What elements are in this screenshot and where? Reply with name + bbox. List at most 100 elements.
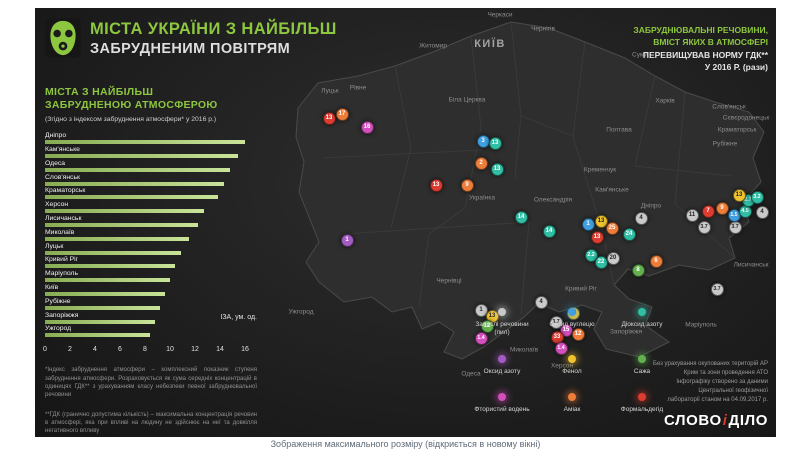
page-title: МІСТА УКРАЇНИ З НАЙБІЛЬШ ЗАБРУДНЕНИМ ПОВ…	[90, 18, 337, 57]
legend-label: Діоксид азоту	[621, 321, 663, 328]
pollution-marker: 4	[755, 205, 769, 219]
bar-city-label: Краматорськ	[45, 187, 86, 195]
attribution-line: Без урахування окупованих територій АР	[653, 361, 768, 367]
pollution-marker: 25	[605, 221, 619, 235]
pollution-marker: 12	[480, 319, 494, 333]
pollution-marker: 8	[631, 263, 645, 277]
pollution-marker: 14	[542, 224, 556, 238]
bar	[45, 222, 198, 227]
bar-city-label: Київ	[45, 283, 59, 291]
image-caption-link[interactable]: Зображення максимального розміру (відкри…	[270, 439, 541, 449]
pollution-marker: 7	[701, 204, 715, 218]
city-label: Лисичанськ	[733, 261, 769, 269]
slovoidilo-logo: СЛОВОіДІЛО	[653, 412, 768, 429]
legend-item: Діоксид азоту	[611, 308, 673, 338]
bar	[45, 278, 170, 283]
city-label: Запоріжжя	[610, 328, 642, 336]
bar-row: Маріуполь	[45, 270, 245, 284]
pollution-marker: 13	[488, 136, 502, 150]
pollution-marker: 1.4	[474, 331, 488, 345]
x-axis-ticks: 0 2 4 6 8 10 12 14 16	[43, 346, 249, 355]
city-label: Полтава	[606, 126, 632, 134]
title-line1: МІСТА УКРАЇНИ З НАЙБІЛЬШ	[90, 20, 337, 38]
pollution-marker: 3	[476, 134, 490, 148]
pollution-marker: 1	[474, 303, 488, 317]
city-label: Дніпро	[640, 202, 662, 210]
legend-label: Формальдегід	[620, 406, 664, 414]
city-label: Ужгород	[288, 308, 314, 316]
pollution-bar-chart: МІСТА З НАЙБІЛЬШ ЗАБРУДНЕНОЮ АТМОСФЕРОЮ …	[43, 86, 260, 436]
pollution-marker: 13	[594, 214, 608, 228]
bar	[45, 319, 155, 324]
bar-row: Київ	[45, 284, 245, 298]
footnote-iza: *Індекс забруднення атмосфери – комплекс…	[45, 367, 257, 399]
bar-row: Слов'янськ	[45, 174, 245, 188]
city-label: Українка	[469, 194, 495, 202]
city-label: Біла Церква	[448, 96, 486, 104]
city-label: Луцьк	[321, 87, 339, 95]
bar-row: Луцьк	[45, 243, 245, 257]
footnote-gdk: **ГДК (гранично допустима кількість) – м…	[45, 411, 257, 435]
pollution-marker: 3.7	[549, 315, 563, 329]
legend-label: Аміак	[563, 406, 581, 414]
legend-item: Оксид азоту	[471, 354, 533, 376]
city-label: Кам'янське	[595, 186, 629, 194]
pollution-marker: 6	[649, 254, 663, 268]
bar-city-label: Маріуполь	[45, 270, 79, 278]
axis-tick: 6	[118, 346, 122, 354]
pollution-marker: 3.7	[697, 220, 711, 234]
right-header-line: ЗАБРУДНЮВАЛЬНІ РЕЧОВИНИ,	[633, 25, 768, 35]
logo-part2: і	[722, 412, 728, 429]
pollution-marker: 1	[581, 217, 595, 231]
bar	[45, 250, 182, 255]
bar-row: Дніпро	[45, 132, 245, 146]
city-label: Маріуполь	[685, 321, 717, 329]
pollution-marker: 9	[715, 201, 729, 215]
axis-tick: 2	[68, 346, 72, 354]
bar-row: Миколаїв	[45, 229, 245, 243]
axis-tick: 16	[241, 346, 249, 354]
bar-row: Краматорськ	[45, 187, 245, 201]
map-overlay: Черкаси Чернігів Житомир КИЇВ Суми Луцьк Рівне…	[35, 8, 776, 437]
legend-label: Фенол	[562, 367, 582, 375]
pollution-marker: 14	[514, 210, 528, 224]
bar-city-label: Запоріжжя	[45, 311, 79, 319]
pollution-marker: 13	[490, 162, 504, 176]
title-line2: ЗАБРУДНЕНИМ ПОВІТРЯМ	[90, 41, 291, 57]
ukraine-outline	[295, 21, 765, 360]
city-label: Чернівці	[436, 277, 462, 285]
chart-subtitle: (Згідно з індексом забруднення атмосфери…	[45, 116, 217, 124]
legend-label: Сажа	[633, 367, 651, 375]
bar	[45, 236, 189, 241]
right-header-line: ВМІСТ ЯКИХ В АТМОСФЕРІ	[653, 37, 768, 48]
bar-row: Лисичанськ	[45, 215, 245, 229]
city-label: КИЇВ	[474, 38, 506, 50]
bar-city-label: Дніпро	[45, 132, 67, 140]
bar-row: Рубіжне	[45, 298, 245, 312]
pollution-marker: 13	[590, 230, 604, 244]
city-label: Слов'янськ	[712, 103, 746, 111]
legend-label: Фтористий водень	[474, 406, 530, 414]
attribution: Без урахування окупованих територій АР Кр…	[653, 360, 768, 429]
bar-city-label: Слов'янськ	[45, 173, 80, 181]
legend-label: Завислі речовини (пил)	[475, 321, 529, 337]
logo-part3: ДІЛО	[728, 412, 768, 429]
chart-title: МІСТА З НАЙБІЛЬШ ЗАБРУДНЕНОЮ АТМОСФЕРОЮ	[45, 86, 260, 111]
city-label: Чернігів	[531, 25, 555, 33]
pollution-marker: 11	[685, 208, 699, 222]
city-label: Сєвєродонецьк	[722, 114, 770, 122]
bar-city-label: Луцьк	[45, 242, 64, 250]
logo-part1: СЛОВО	[663, 412, 722, 429]
bar-row: Запоріжжя	[45, 312, 245, 326]
legend-dot	[498, 354, 506, 363]
bar-city-label: Ужгород	[45, 325, 72, 333]
legend-item: Фтористий водень	[471, 393, 533, 414]
bar-city-label: Рубіжне	[45, 297, 71, 305]
legend-item: Сажа	[611, 354, 673, 376]
city-label: Черкаси	[487, 11, 513, 19]
legend-item: Завислі речовини (пил)	[471, 308, 533, 338]
pollution-marker: 22	[594, 255, 608, 269]
pollution-marker: 13	[322, 111, 336, 125]
legend-dot	[568, 354, 576, 363]
legend-dot	[568, 393, 576, 402]
